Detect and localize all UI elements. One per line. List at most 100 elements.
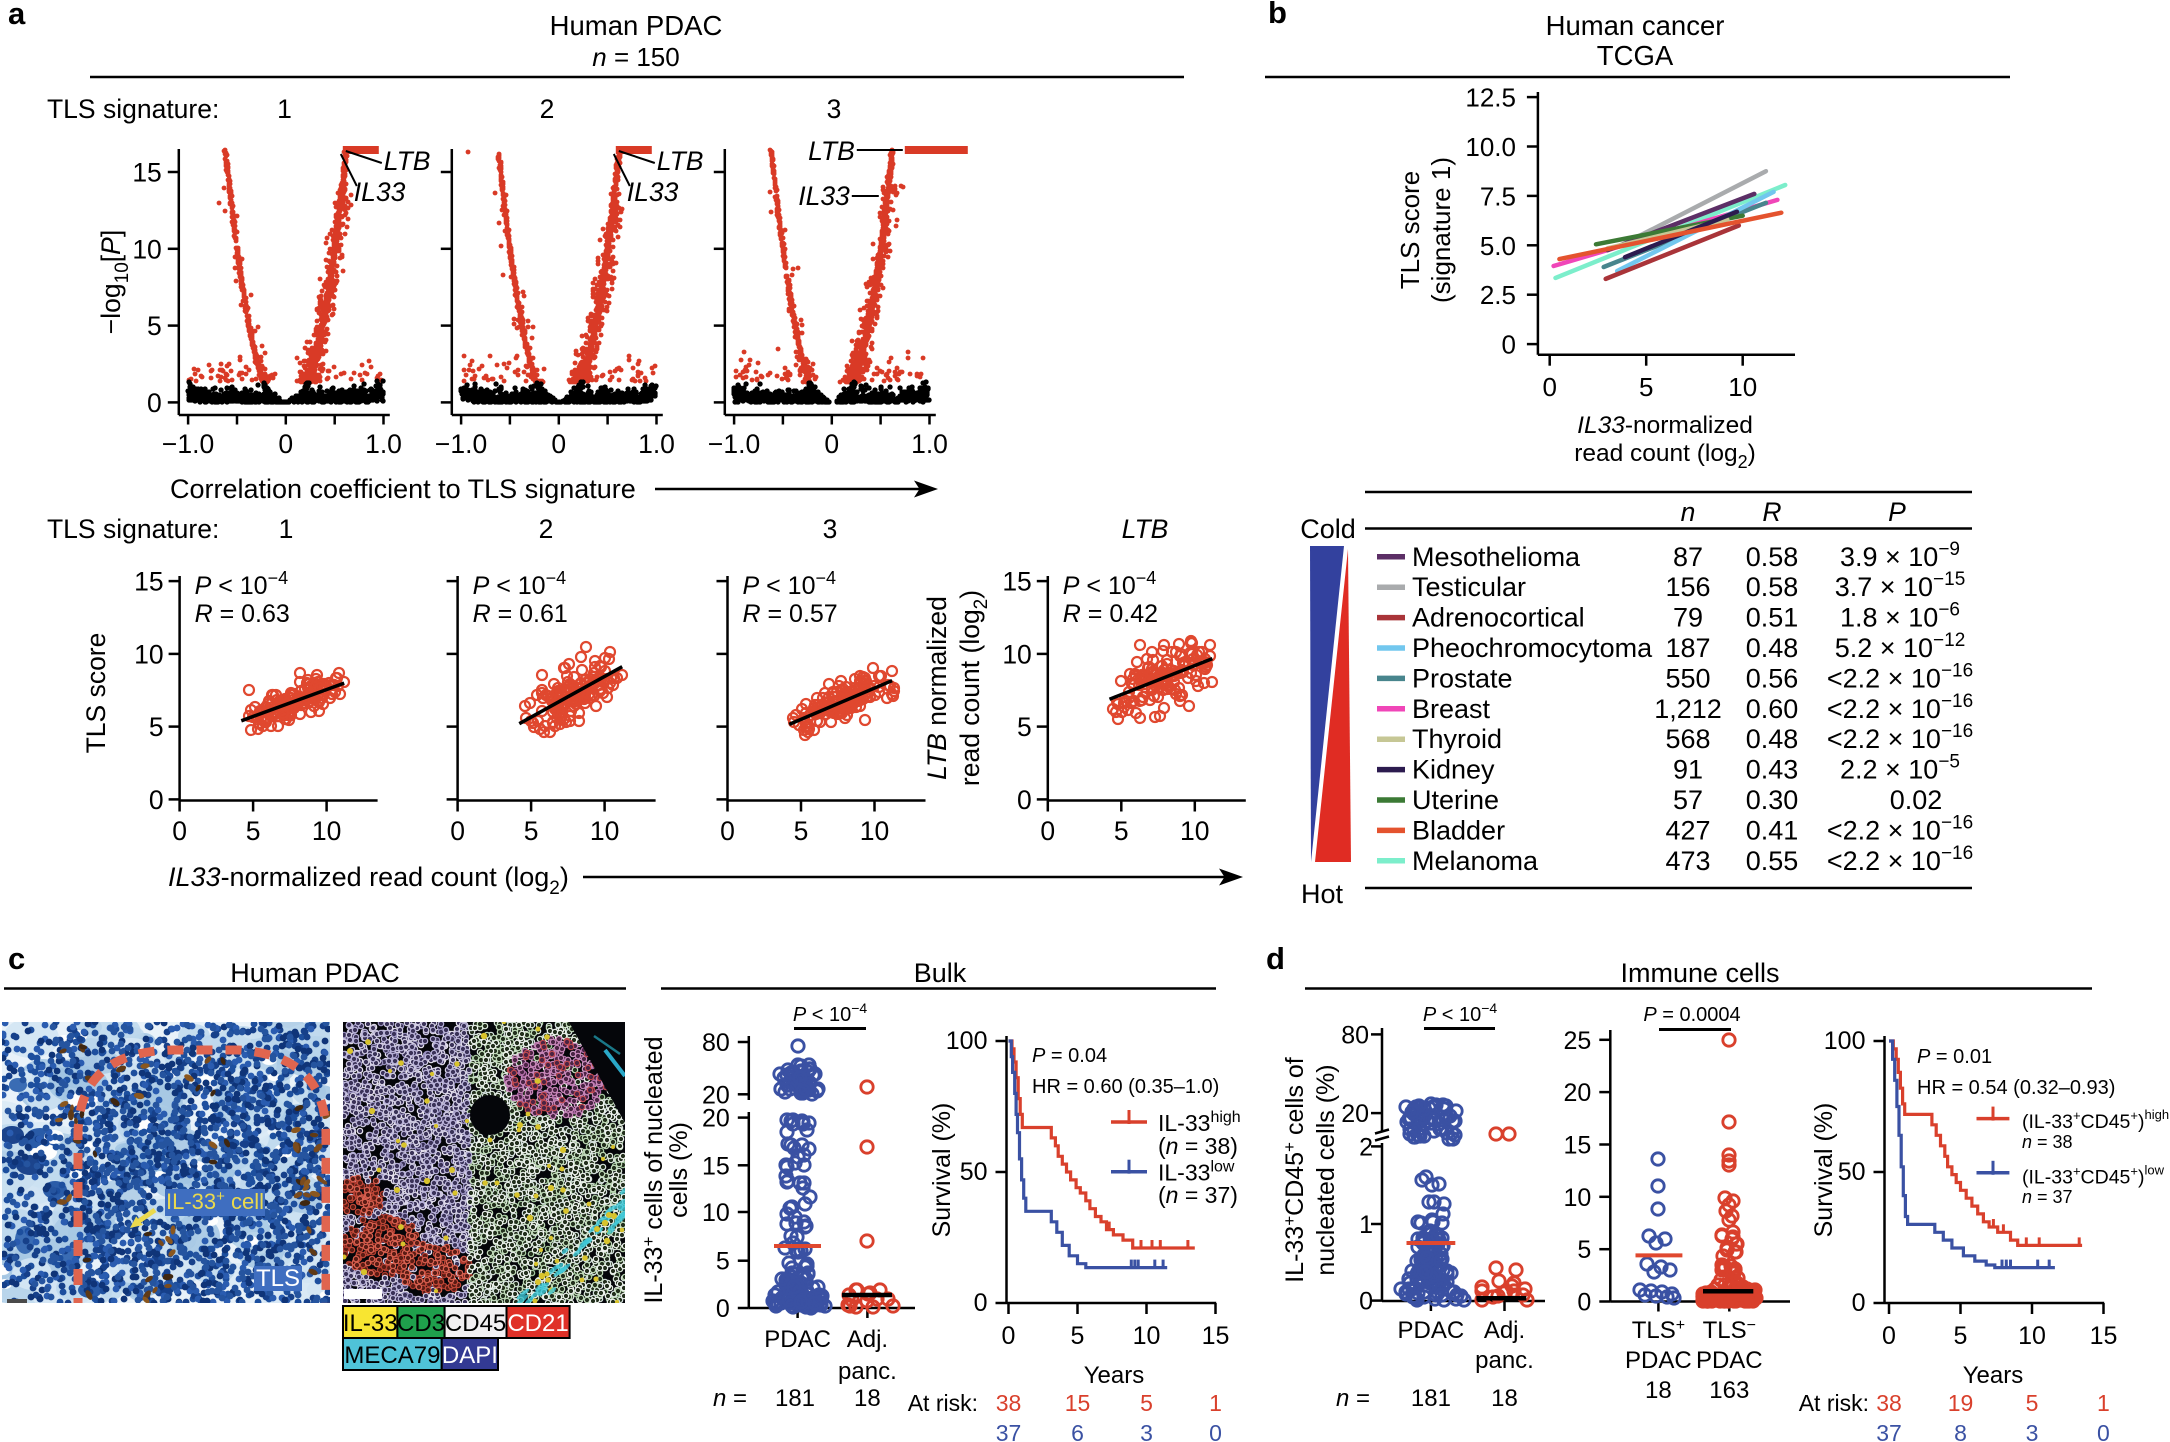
- svg-text:1.0: 1.0: [638, 429, 675, 459]
- svg-text:10: 10: [134, 639, 163, 669]
- svg-text:−1.0: −1.0: [162, 429, 214, 459]
- svg-text:0: 0: [450, 816, 465, 846]
- svg-text:3: 3: [827, 94, 842, 124]
- svg-text:R = 0.42: R = 0.42: [1063, 600, 1158, 628]
- svg-text:c: c: [8, 941, 25, 976]
- svg-text:156: 156: [1665, 572, 1710, 602]
- svg-text:0.02: 0.02: [1890, 785, 1943, 815]
- svg-text:2.5: 2.5: [1480, 280, 1516, 310]
- svg-text:n = 150: n = 150: [592, 42, 679, 72]
- svg-text:5: 5: [149, 712, 164, 742]
- svg-text:Cold: Cold: [1300, 514, 1356, 544]
- svg-text:LTB: LTB: [384, 146, 431, 176]
- svg-text:0.55: 0.55: [1746, 846, 1799, 876]
- svg-text:5: 5: [246, 816, 261, 846]
- svg-text:b: b: [1268, 0, 1287, 30]
- svg-text:Mesothelioma: Mesothelioma: [1412, 542, 1581, 572]
- svg-text:<2.2 × 10−16: <2.2 × 10−16: [1827, 721, 1973, 754]
- svg-text:read count (log2): read count (log2): [1574, 440, 1756, 472]
- svg-text:R = 0.63: R = 0.63: [195, 600, 290, 628]
- svg-text:15: 15: [132, 158, 161, 188]
- svg-text:Correlation coefficient to TLS: Correlation coefficient to TLS signature: [170, 474, 636, 504]
- svg-text:TLS score: TLS score: [1395, 171, 1425, 290]
- svg-text:10: 10: [312, 816, 341, 846]
- svg-text:187: 187: [1665, 633, 1710, 663]
- svg-text:0: 0: [1542, 372, 1556, 402]
- svg-text:5.0: 5.0: [1480, 231, 1516, 261]
- svg-text:Bladder: Bladder: [1412, 815, 1505, 845]
- svg-text:Bulk: Bulk: [914, 958, 967, 988]
- svg-text:5: 5: [794, 816, 809, 846]
- svg-text:568: 568: [1665, 724, 1710, 754]
- svg-text:0: 0: [720, 816, 735, 846]
- svg-text:TLS signature:: TLS signature:: [47, 514, 219, 544]
- svg-text:Prostate: Prostate: [1412, 663, 1513, 693]
- svg-text:5: 5: [1017, 712, 1032, 742]
- svg-text:Breast: Breast: [1412, 694, 1491, 724]
- svg-text:0.41: 0.41: [1746, 815, 1799, 845]
- svg-text:427: 427: [1665, 815, 1710, 845]
- svg-text:3: 3: [823, 514, 838, 544]
- svg-text:Testicular: Testicular: [1412, 572, 1526, 602]
- svg-text:LTB: LTB: [1122, 514, 1169, 544]
- svg-text:0.58: 0.58: [1746, 572, 1799, 602]
- svg-text:3.7 × 10−15: 3.7 × 10−15: [1835, 569, 1966, 602]
- svg-text:15: 15: [134, 567, 163, 597]
- svg-text:n: n: [1681, 497, 1696, 527]
- svg-text:10: 10: [1728, 372, 1757, 402]
- svg-text:0: 0: [147, 388, 162, 418]
- svg-text:−1.0: −1.0: [435, 429, 487, 459]
- svg-text:0: 0: [824, 429, 839, 459]
- svg-text:LTB: LTB: [808, 136, 855, 166]
- svg-text:5: 5: [524, 816, 539, 846]
- svg-text:10: 10: [860, 816, 889, 846]
- svg-text:7.5: 7.5: [1480, 181, 1516, 211]
- svg-text:R = 0.61: R = 0.61: [473, 600, 568, 628]
- svg-text:0.48: 0.48: [1746, 724, 1799, 754]
- svg-text:1.0: 1.0: [911, 429, 948, 459]
- svg-text:Human PDAC: Human PDAC: [230, 958, 400, 988]
- svg-text:0.56: 0.56: [1746, 663, 1799, 693]
- svg-text:1: 1: [279, 514, 294, 544]
- svg-text:1: 1: [277, 94, 292, 124]
- svg-text:473: 473: [1665, 846, 1710, 876]
- svg-text:TLS score: TLS score: [81, 633, 111, 754]
- svg-text:LTB normalized: LTB normalized: [922, 596, 952, 780]
- svg-text:LTB: LTB: [657, 146, 704, 176]
- svg-text:0.58: 0.58: [1746, 542, 1799, 572]
- svg-text:10.0: 10.0: [1465, 132, 1516, 162]
- svg-text:Thyroid: Thyroid: [1412, 724, 1502, 754]
- svg-text:TLS signature:: TLS signature:: [47, 94, 219, 124]
- svg-text:−1.0: −1.0: [708, 429, 760, 459]
- svg-text:12.5: 12.5: [1465, 83, 1516, 113]
- svg-text:79: 79: [1673, 603, 1703, 633]
- svg-text:Melanoma: Melanoma: [1412, 846, 1539, 876]
- svg-text:0.43: 0.43: [1746, 755, 1799, 785]
- svg-text:IL33: IL33: [798, 181, 850, 211]
- svg-text:Human PDAC: Human PDAC: [550, 10, 723, 41]
- svg-text:IL33: IL33: [627, 177, 679, 207]
- svg-text:TCGA: TCGA: [1597, 40, 1674, 71]
- svg-text:IL33: IL33: [354, 177, 406, 207]
- svg-text:1.0: 1.0: [365, 429, 402, 459]
- svg-text:91: 91: [1673, 755, 1703, 785]
- svg-text:2: 2: [539, 514, 554, 544]
- svg-text:TLS: TLS: [256, 1265, 300, 1292]
- svg-text:IL-33+ cell: IL-33+ cell: [166, 1188, 264, 1214]
- svg-text:57: 57: [1673, 785, 1703, 815]
- svg-text:0.48: 0.48: [1746, 633, 1799, 663]
- svg-text:(signature 1): (signature 1): [1426, 157, 1456, 303]
- svg-text:0.51: 0.51: [1746, 603, 1799, 633]
- svg-text:0: 0: [551, 429, 566, 459]
- svg-text:a: a: [8, 0, 26, 31]
- svg-text:R: R: [1762, 497, 1781, 527]
- svg-text:<2.2 × 10−16: <2.2 × 10−16: [1827, 691, 1973, 724]
- svg-text:Kidney: Kidney: [1412, 755, 1495, 785]
- svg-text:550: 550: [1665, 663, 1710, 693]
- svg-text:5: 5: [1639, 372, 1653, 402]
- svg-text:10: 10: [1002, 639, 1031, 669]
- svg-text:2: 2: [540, 94, 555, 124]
- svg-text:R = 0.57: R = 0.57: [743, 600, 838, 628]
- svg-text:Uterine: Uterine: [1412, 785, 1499, 815]
- svg-text:1,212: 1,212: [1654, 694, 1722, 724]
